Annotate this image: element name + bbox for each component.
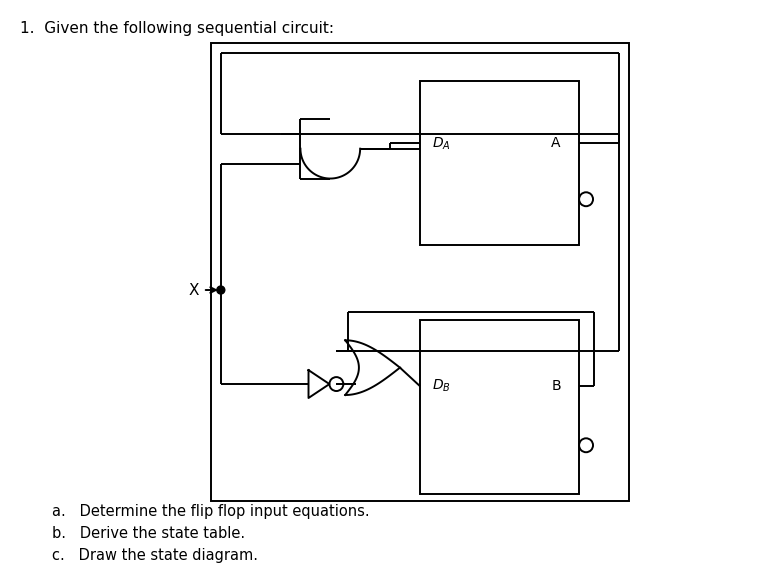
- Circle shape: [579, 438, 593, 452]
- Text: c.   Draw the state diagram.: c. Draw the state diagram.: [51, 548, 257, 563]
- Text: $D_A$: $D_A$: [432, 135, 451, 152]
- Bar: [420, 81, 579, 245]
- Text: b.   Derive the state table.: b. Derive the state table.: [51, 526, 245, 541]
- Text: B: B: [551, 379, 561, 393]
- Circle shape: [579, 192, 593, 206]
- Text: 1.  Given the following sequential circuit:: 1. Given the following sequential circui…: [20, 22, 334, 36]
- Bar: [211, 43, 629, 501]
- Circle shape: [217, 286, 225, 294]
- Text: a.   Determine the flip flop input equations.: a. Determine the flip flop input equatio…: [51, 504, 369, 519]
- Circle shape: [329, 377, 343, 391]
- Bar: [420, 320, 579, 494]
- Text: X: X: [189, 283, 199, 297]
- Text: $D_B$: $D_B$: [432, 378, 451, 394]
- Text: A: A: [551, 136, 561, 150]
